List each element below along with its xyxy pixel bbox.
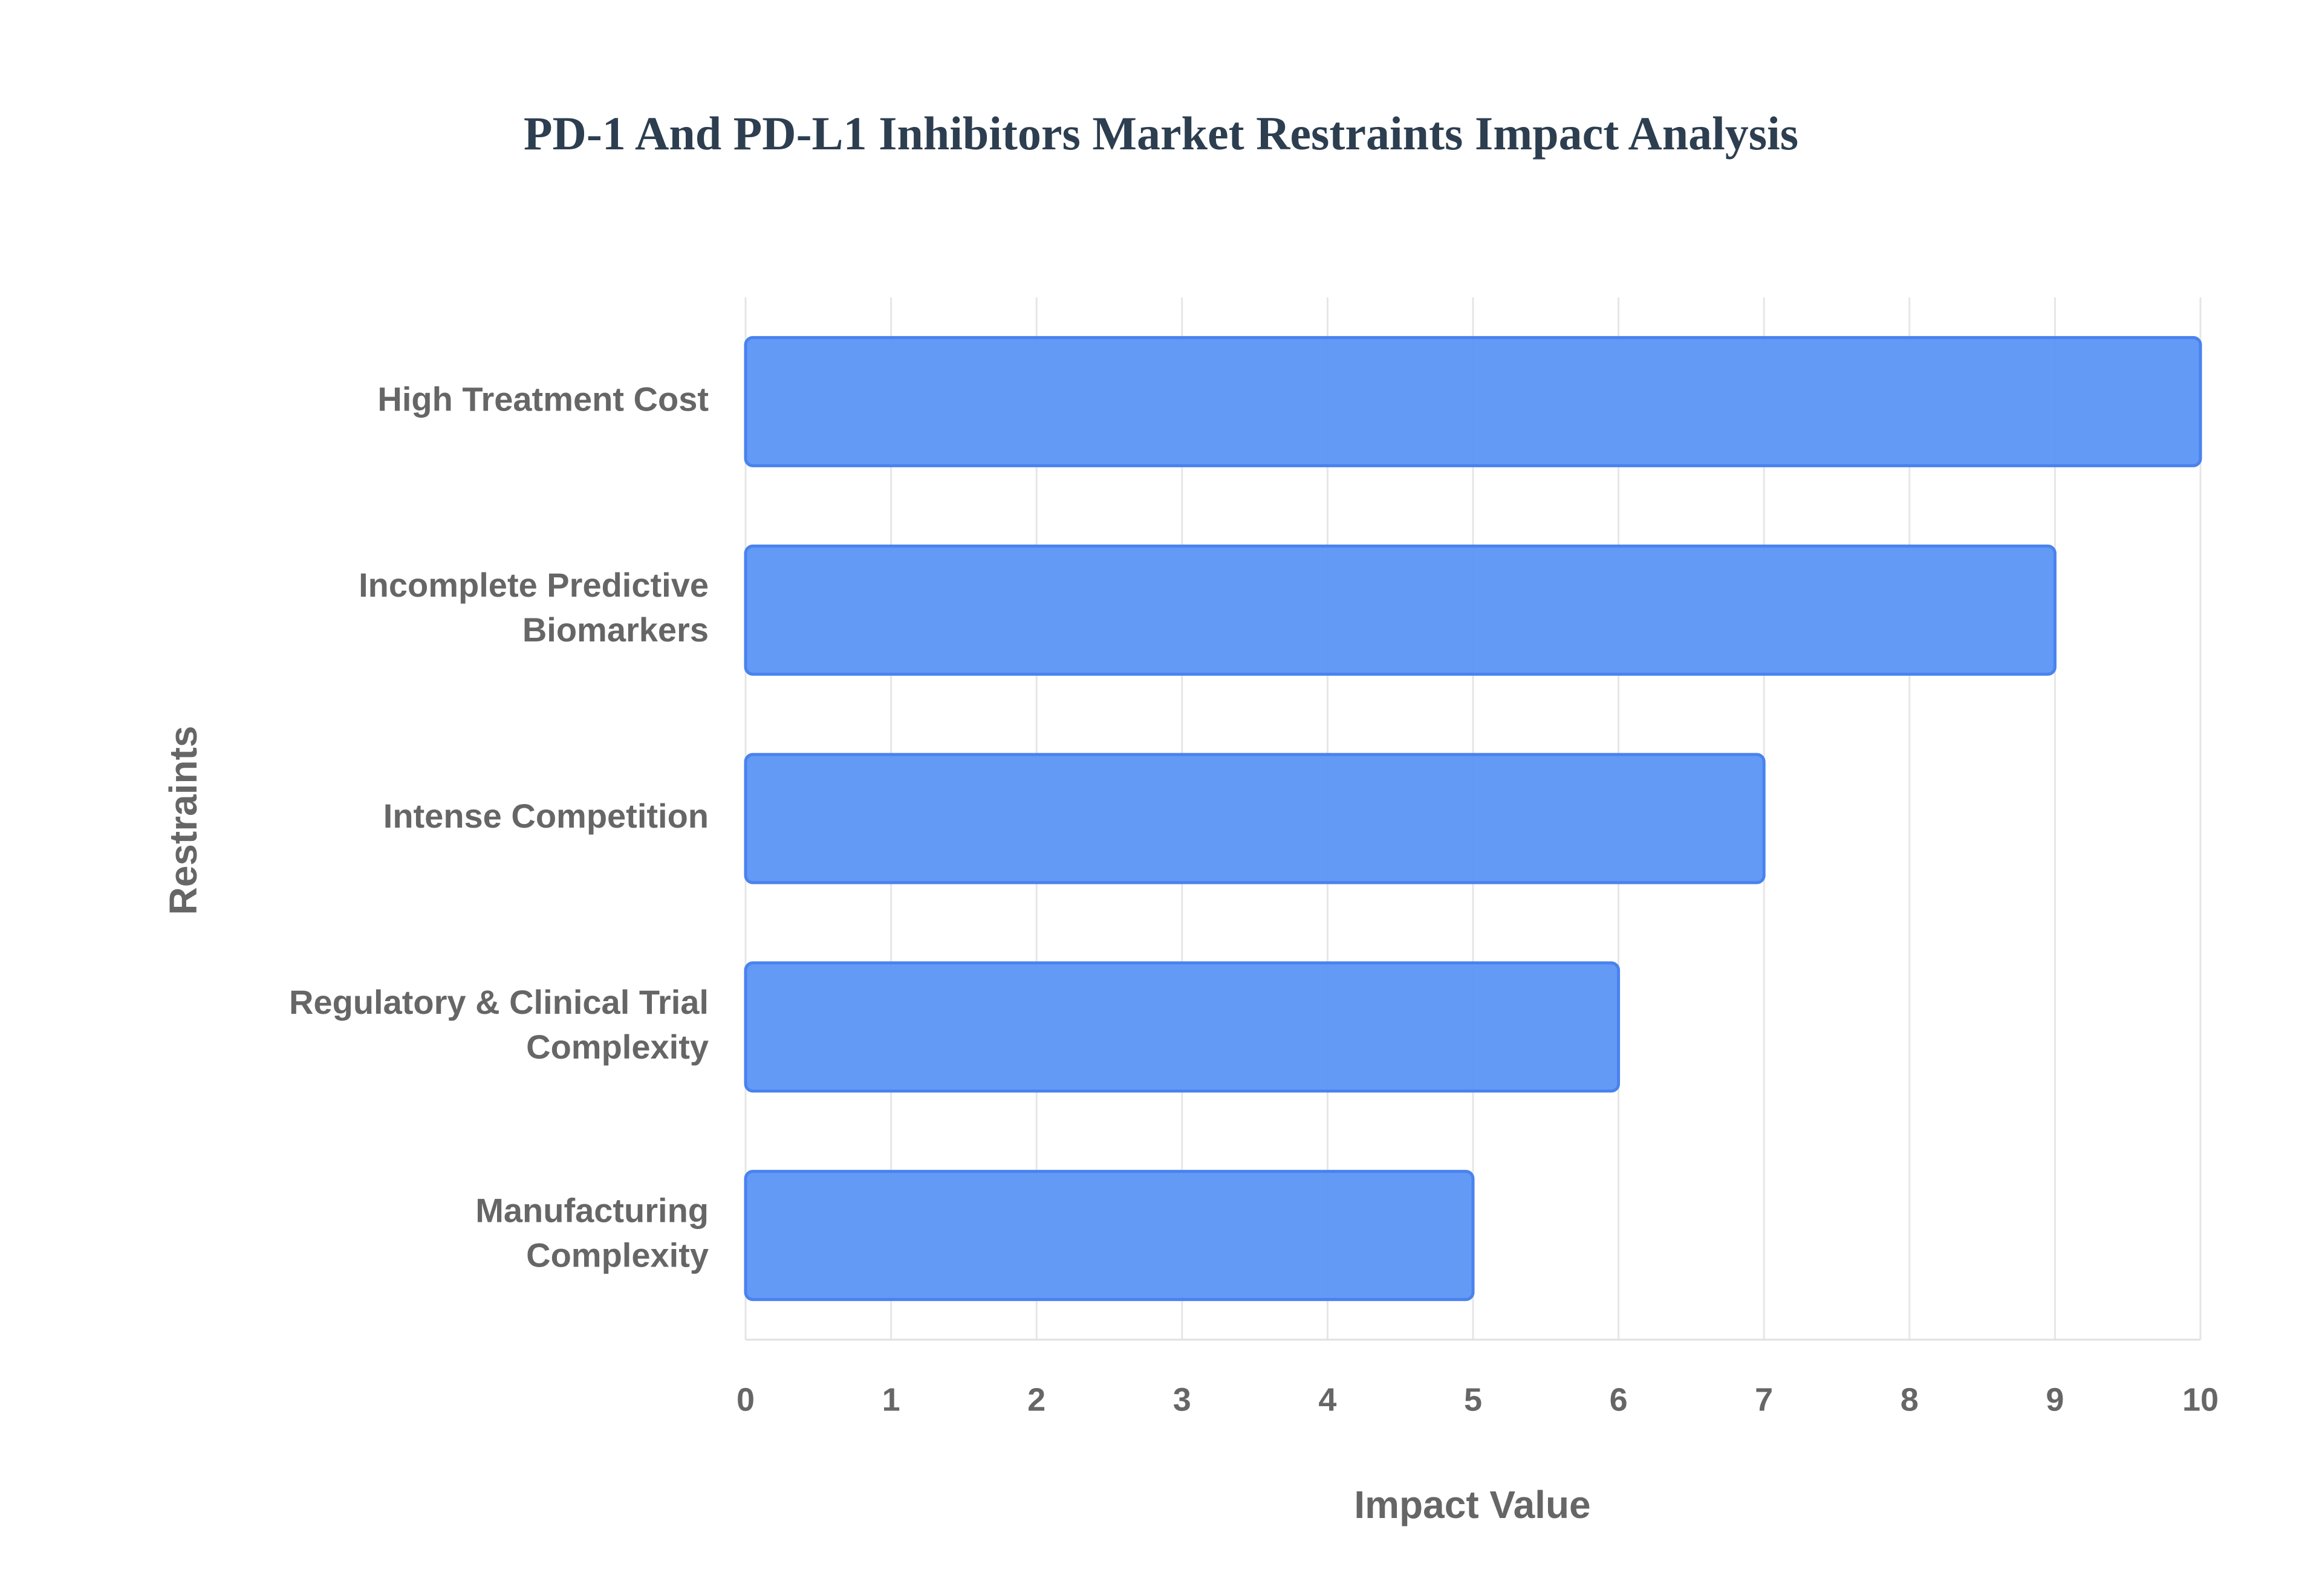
- x-tick-label: 3: [1173, 1381, 1191, 1418]
- bar: [744, 336, 2202, 467]
- y-tick-label: High Treatment Cost: [377, 380, 709, 418]
- x-tick-label: 5: [1464, 1381, 1482, 1418]
- chart-title: PD-1 And PD-L1 Inhibitors Market Restrai…: [524, 107, 1798, 160]
- bar: [744, 753, 1766, 884]
- y-axis-title: Restraints: [161, 726, 205, 915]
- x-tick-label: 6: [1610, 1381, 1628, 1418]
- y-tick-label: Regulatory & Clinical Trial Complexity: [289, 983, 709, 1066]
- bar: [744, 1170, 1475, 1302]
- x-tick-label: 7: [1755, 1381, 1773, 1418]
- bar: [744, 544, 2057, 676]
- y-tick-label: Incomplete Predictive Biomarkers: [359, 566, 709, 649]
- x-tick-label: 10: [2182, 1381, 2219, 1418]
- x-tick-label: 0: [737, 1381, 755, 1418]
- x-axis-title: Impact Value: [1354, 1483, 1590, 1526]
- y-tick-label: Manufacturing Complexity: [475, 1191, 709, 1274]
- bar: [744, 961, 1621, 1093]
- x-tick-label: 1: [882, 1381, 900, 1418]
- x-tick-label: 9: [2046, 1381, 2064, 1418]
- x-tick-label: 2: [1027, 1381, 1046, 1418]
- y-tick-label: Intense Competition: [383, 797, 709, 835]
- x-tick-label: 4: [1318, 1381, 1336, 1418]
- x-tick-label: 8: [1901, 1381, 1919, 1418]
